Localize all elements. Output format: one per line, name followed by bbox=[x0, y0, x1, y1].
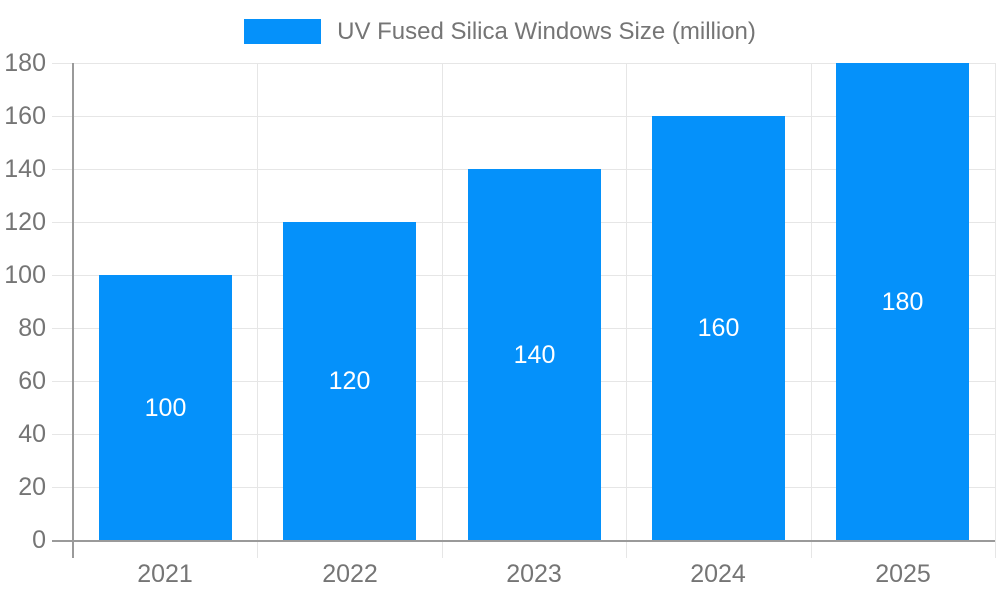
v-gridline bbox=[626, 63, 627, 558]
x-tick-label: 2023 bbox=[506, 560, 562, 588]
v-gridline bbox=[257, 63, 258, 558]
bar-2024[interactable]: 160 bbox=[652, 116, 785, 540]
y-tick-label: 40 bbox=[18, 420, 46, 448]
bar-value-label: 180 bbox=[881, 287, 924, 316]
y-tick-label: 0 bbox=[32, 526, 46, 554]
x-tick-label: 2022 bbox=[322, 560, 378, 588]
h-gridline bbox=[52, 63, 995, 64]
bar-value-label: 160 bbox=[697, 314, 740, 342]
v-gridline bbox=[811, 63, 812, 558]
x-tick-label: 2025 bbox=[875, 560, 931, 588]
x-axis-line bbox=[52, 540, 995, 542]
bar-value-label: 100 bbox=[144, 393, 187, 422]
bar-2023[interactable]: 140 bbox=[468, 169, 601, 540]
y-tick-label: 140 bbox=[4, 155, 46, 183]
y-tick-label: 100 bbox=[4, 261, 46, 289]
bar-2021[interactable]: 100 bbox=[99, 275, 232, 540]
h-gridline bbox=[52, 116, 995, 117]
y-tick-label: 120 bbox=[4, 208, 46, 236]
y-tick-label: 20 bbox=[18, 473, 46, 501]
x-tick-label: 2024 bbox=[690, 560, 746, 588]
chart-legend[interactable]: UV Fused Silica Windows Size (million) bbox=[0, 19, 1000, 44]
legend-swatch bbox=[244, 19, 322, 44]
bar-2022[interactable]: 120 bbox=[283, 222, 416, 540]
y-tick-label: 80 bbox=[18, 314, 46, 342]
y-tick-label: 180 bbox=[4, 49, 46, 77]
v-gridline bbox=[995, 63, 996, 558]
bar-value-label: 140 bbox=[513, 340, 556, 369]
y-tick-label: 60 bbox=[18, 367, 46, 395]
y-tick-label: 160 bbox=[4, 102, 46, 130]
bar-2025[interactable]: 180 bbox=[836, 63, 969, 540]
legend-label: UV Fused Silica Windows Size (million) bbox=[337, 18, 756, 45]
x-tick-label: 2021 bbox=[137, 560, 193, 588]
v-gridline bbox=[442, 63, 443, 558]
bar-value-label: 120 bbox=[328, 367, 371, 395]
y-axis-line bbox=[72, 63, 74, 558]
